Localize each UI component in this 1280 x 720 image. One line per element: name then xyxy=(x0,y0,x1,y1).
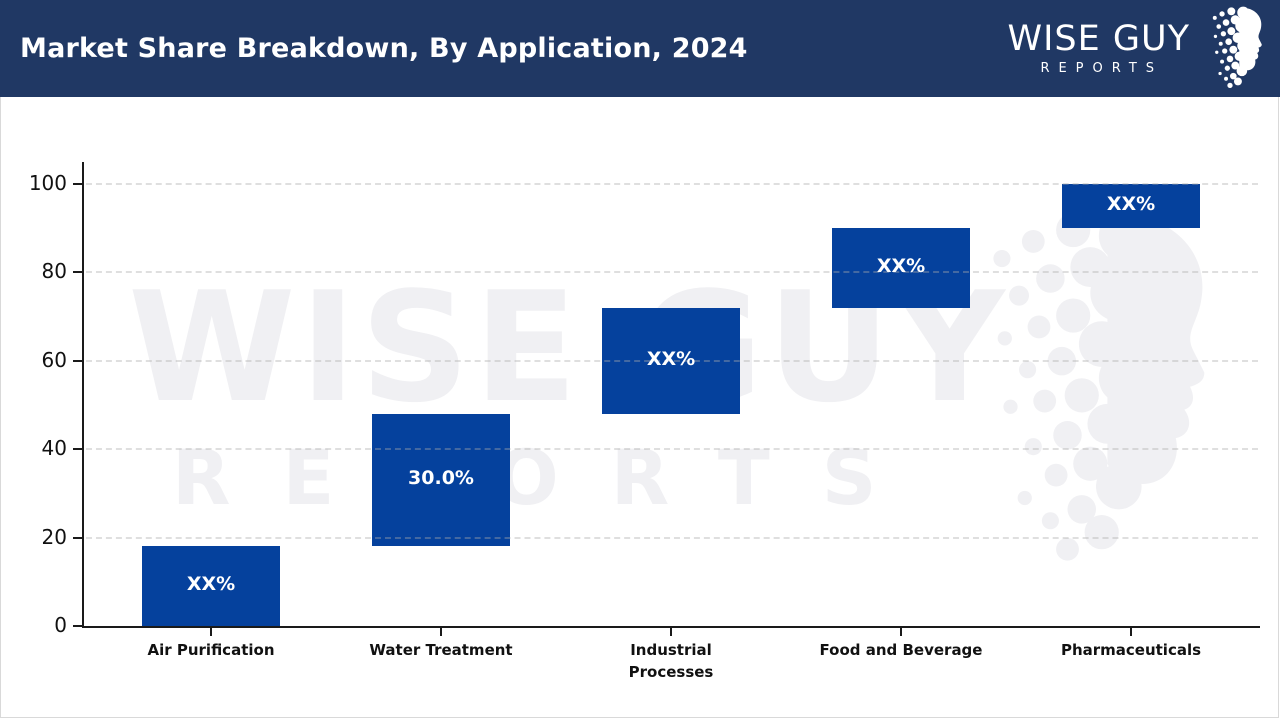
y-axis-tick xyxy=(73,448,82,451)
bar-value-label: XX% xyxy=(186,573,236,596)
category-label: Food and Beverage xyxy=(819,641,983,659)
category-label: Air Purification xyxy=(147,641,275,659)
x-axis-tick xyxy=(210,628,212,636)
y-axis-tick xyxy=(73,271,82,274)
x-axis-tick xyxy=(900,628,902,636)
y-axis-tick-label: 60 xyxy=(41,347,67,372)
x-axis-tick xyxy=(1130,628,1132,636)
bar-pharmaceuticals xyxy=(1062,184,1200,229)
y-axis-spine xyxy=(82,162,84,628)
brand-name: WISE GUY xyxy=(1007,19,1190,59)
bar-industrial-processes xyxy=(602,307,740,414)
watermark-face-icon xyxy=(993,210,1205,561)
bar-value-label: 30.0% xyxy=(408,467,474,490)
y-axis-tick-label: 80 xyxy=(41,259,67,284)
gridline xyxy=(86,448,1258,451)
bar-water-treatment xyxy=(372,413,510,547)
brand-logo-text: WISE GUY REPORTS xyxy=(1007,19,1190,76)
watermark-subtext: REPORTS xyxy=(172,433,929,522)
bar-air-purification xyxy=(142,546,280,626)
y-axis-tick xyxy=(73,183,82,185)
bar-value-label: XX% xyxy=(876,254,926,277)
category-label: Pharmaceuticals xyxy=(1060,641,1202,659)
bar-value-label: XX% xyxy=(646,347,696,370)
y-axis-tick-label: 100 xyxy=(28,171,67,195)
x-axis-spine xyxy=(82,626,1260,628)
category-label: Industrial Processes xyxy=(628,641,714,681)
bar-food-and-beverage xyxy=(832,228,970,308)
y-axis-tick xyxy=(73,536,82,539)
dotted-face-icon xyxy=(1212,6,1262,88)
y-axis-tick xyxy=(73,625,82,627)
header-banner: Market Share Breakdown, By Application, … xyxy=(0,0,1280,97)
brand-logo: WISE GUY REPORTS xyxy=(1007,6,1280,92)
gridline xyxy=(86,271,1258,274)
x-axis-tick xyxy=(440,628,442,636)
category-label: Water Treatment xyxy=(369,641,513,659)
gridline xyxy=(86,536,1258,539)
gridline xyxy=(86,183,1258,185)
gridline xyxy=(86,359,1258,362)
chart-title: Market Share Breakdown, By Application, … xyxy=(20,33,748,64)
y-axis-tick xyxy=(73,359,82,362)
y-axis-tick-label: 0 xyxy=(54,613,67,637)
x-axis-tick xyxy=(670,628,672,636)
y-axis-tick-label: 40 xyxy=(41,436,67,461)
y-axis-tick-label: 20 xyxy=(41,524,67,549)
brand-subname: REPORTS xyxy=(1040,61,1164,76)
bar-value-label: XX% xyxy=(1106,193,1156,216)
